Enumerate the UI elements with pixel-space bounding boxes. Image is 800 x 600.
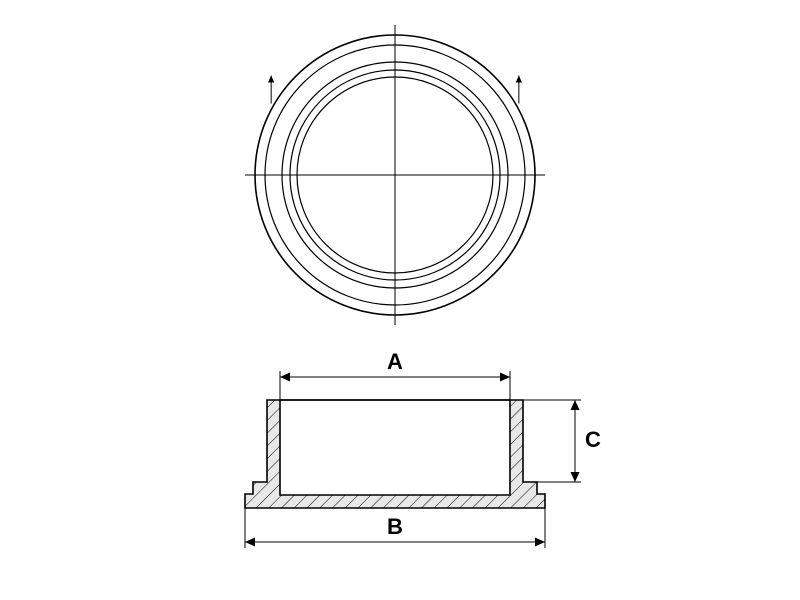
side-view	[245, 400, 545, 508]
dim-label-b: B	[387, 514, 403, 539]
dim-label-a: A	[387, 349, 403, 374]
technical-diagram: A B C	[0, 0, 800, 600]
dim-label-c: C	[585, 427, 601, 452]
top-view	[245, 25, 545, 325]
